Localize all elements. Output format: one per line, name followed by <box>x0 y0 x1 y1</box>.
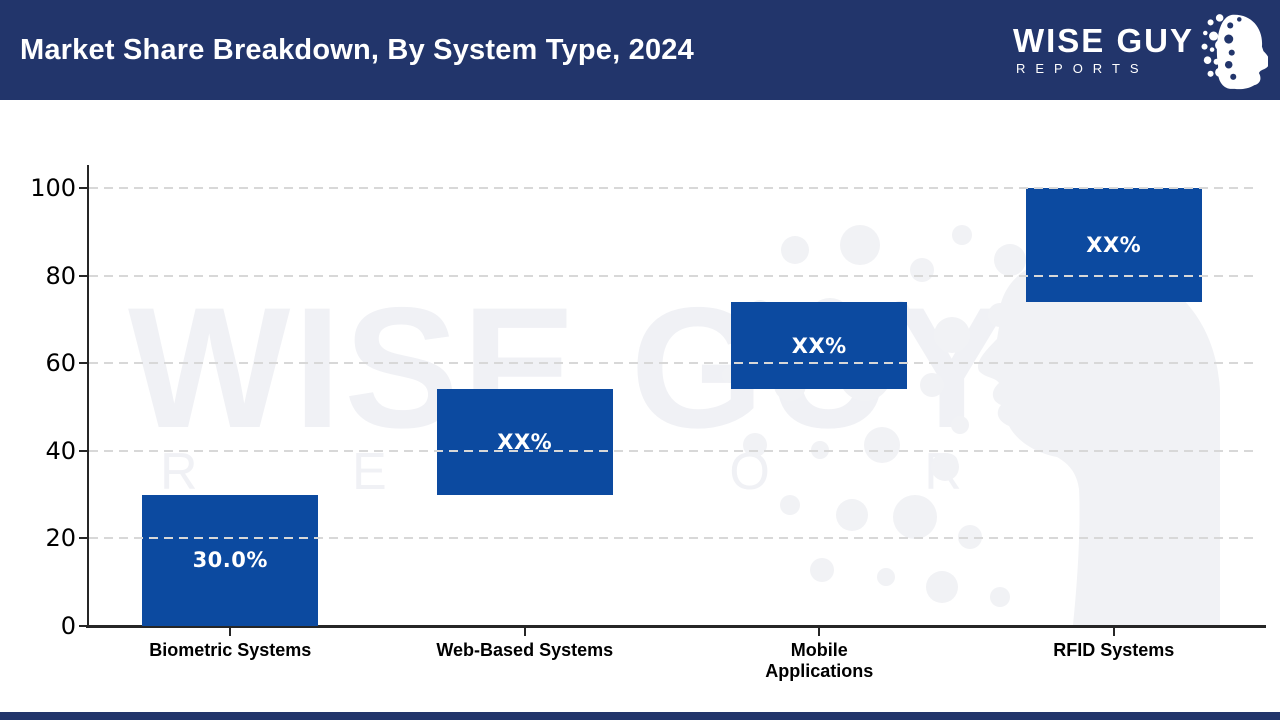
gridline-40 <box>89 449 1253 452</box>
y-tick-label-80: 80 <box>45 261 76 290</box>
chart-title: Market Share Breakdown, By System Type, … <box>20 33 694 66</box>
logo-reports-label: REPORTS <box>1015 61 1149 76</box>
gridline-20 <box>89 537 1253 540</box>
head-dots-logo-icon <box>1201 14 1268 90</box>
x-tick-0 <box>229 628 232 636</box>
y-tick-label-100: 100 <box>30 174 76 202</box>
gridline-60 <box>89 362 1253 365</box>
x-tick-2 <box>818 628 821 636</box>
y-tick-0 <box>79 625 87 627</box>
bar-rfid-systems: XX% <box>1025 188 1202 302</box>
y-tick-label-60: 60 <box>45 349 76 378</box>
gridline-80 <box>89 274 1253 277</box>
y-tick-label-40: 40 <box>45 436 76 465</box>
y-tick-80 <box>79 274 87 277</box>
x-tick-3 <box>1112 628 1115 636</box>
footer-bar <box>0 712 1280 720</box>
y-tick-label-0: 0 <box>60 612 76 640</box>
bar-mobile-applications: XX% <box>731 301 908 390</box>
y-tick-60 <box>79 362 87 365</box>
bar-biometric-systems: 30.0% <box>142 494 319 626</box>
bar-web-based-systems: XX% <box>436 389 613 495</box>
y-tick-100 <box>79 187 87 189</box>
x-axis-label-3: RFID Systems <box>1053 640 1175 660</box>
y-axis-line <box>87 165 89 627</box>
bar-value-label: XX% <box>791 333 847 358</box>
y-tick-40 <box>79 449 87 452</box>
header-banner: Market Share Breakdown, By System Type, … <box>0 0 1280 100</box>
bar-value-label: XX% <box>1086 232 1142 257</box>
gridline-100 <box>89 187 1253 189</box>
x-axis-line <box>86 625 1266 628</box>
y-tick-label-20: 20 <box>45 524 76 553</box>
x-tick-1 <box>523 628 526 636</box>
x-axis-label-0: Biometric Systems <box>149 640 312 660</box>
logo-wiseguy-label: WISE GUY <box>1012 22 1194 59</box>
x-axis-label-1: Web-Based Systems <box>436 640 614 660</box>
x-axis-label-2: Mobile Applications <box>765 640 874 682</box>
y-tick-20 <box>79 537 87 540</box>
bar-value-label: 30.0% <box>192 548 268 573</box>
wise-guy-reports-logo: WISE GUY REPORTS <box>1013 0 1268 100</box>
logo-text: WISE GUY REPORTS <box>1013 24 1194 76</box>
